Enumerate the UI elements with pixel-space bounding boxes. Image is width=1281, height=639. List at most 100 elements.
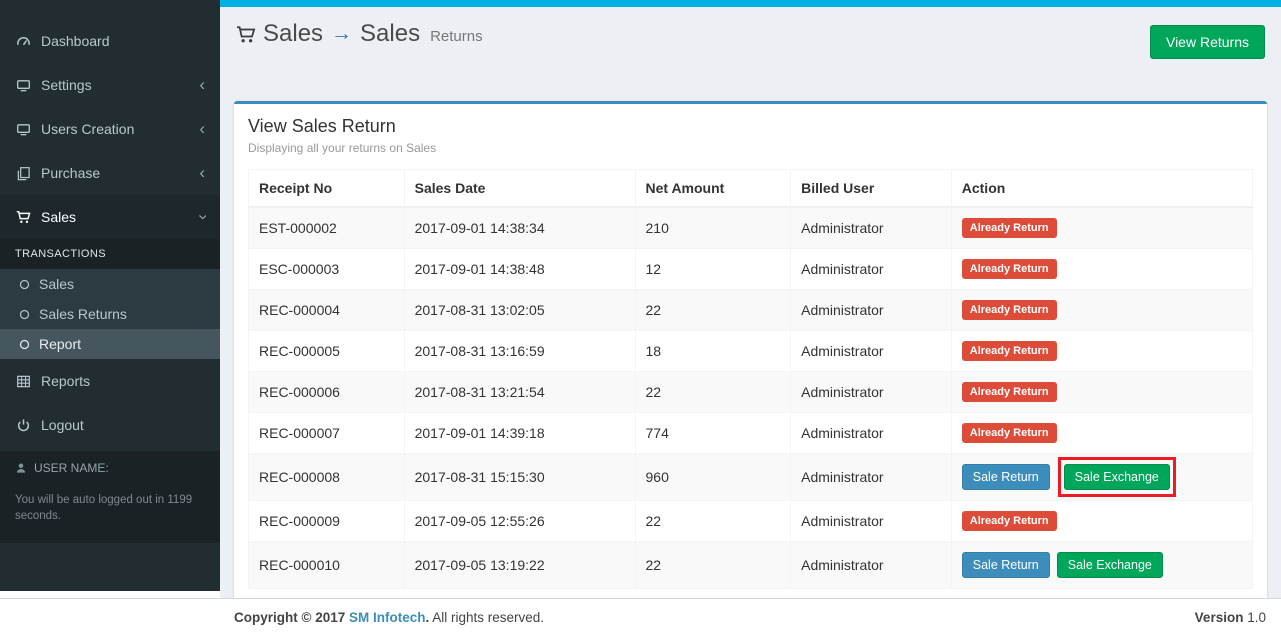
copyright-text: Copyright © 2017 SM Infotech. All rights…	[234, 610, 1266, 625]
view-returns-button[interactable]: View Returns	[1149, 25, 1265, 59]
sales-date-cell: 2017-08-31 13:16:59	[403, 330, 636, 372]
sale-exchange-button[interactable]: Sale Exchange	[1056, 552, 1163, 578]
column-header-sales-date: Sales Date	[403, 169, 636, 208]
billed-user-cell: Administrator	[790, 453, 952, 501]
submenu-item-sales-returns[interactable]: Sales Returns	[0, 299, 220, 329]
action-cell: Already Return	[950, 248, 1254, 290]
billed-user-cell: Administrator	[790, 248, 952, 290]
action-cell: Already Return	[950, 206, 1254, 249]
monitor-icon	[15, 122, 31, 137]
sales-date-cell: 2017-08-31 13:02:05	[403, 289, 636, 331]
version-text: Version 1.0	[1195, 610, 1266, 625]
user-icon	[15, 462, 27, 474]
action-cell: Already Return	[950, 371, 1254, 413]
submenu-item-sales[interactable]: Sales	[0, 269, 220, 299]
receipt-no-cell: REC-000007	[248, 412, 405, 454]
already-return-badge: Already Return	[961, 382, 1057, 402]
billed-user-cell: Administrator	[790, 330, 952, 372]
net-amount-cell: 22	[634, 500, 792, 542]
user-name-row: USER NAME:	[15, 461, 205, 475]
circle-icon	[18, 279, 31, 290]
company-link[interactable]: SM Infotech	[349, 610, 426, 625]
column-header-action: Action	[950, 169, 1254, 208]
table-row: REC-000007 2017-09-01 14:39:18 774 Administ…	[248, 412, 1254, 454]
sidebar-item-settings[interactable]: Settings ‹	[0, 63, 220, 107]
table-row: REC-000005 2017-08-31 13:16:59 18 Administr…	[248, 330, 1254, 372]
already-return-badge: Already Return	[961, 218, 1057, 238]
sidebar-item-label: Purchase	[41, 165, 101, 181]
billed-user-cell: Administrator	[790, 412, 952, 454]
column-header-receipt-no: Receipt No	[248, 169, 405, 208]
main-content: Sales → Sales Returns View Returns View …	[220, 0, 1281, 603]
sidebar-item-dashboard[interactable]: Dashboard	[0, 19, 220, 63]
receipt-no-cell: REC-000009	[248, 500, 405, 542]
sidebar-item-label: Settings	[41, 77, 92, 93]
already-return-badge: Already Return	[961, 300, 1057, 320]
table-icon	[15, 374, 31, 389]
receipt-no-cell: REC-000004	[248, 289, 405, 331]
monitor-icon	[15, 78, 31, 93]
column-header-billed-user: Billed User	[790, 169, 952, 208]
action-cell: Already Return	[950, 412, 1254, 454]
cart-icon	[236, 25, 256, 45]
user-panel: USER NAME: You will be auto logged out i…	[0, 451, 220, 543]
sidebar-item-sales[interactable]: Sales ‹	[0, 195, 220, 239]
submenu-item-label: Sales	[39, 276, 75, 292]
sidebar-item-logout[interactable]: Logout	[0, 403, 220, 447]
sidebar-item-label: Reports	[41, 373, 91, 389]
submenu-item-report[interactable]: Report	[0, 329, 220, 359]
sidebar-item-label: Dashboard	[41, 33, 110, 49]
sale-return-button[interactable]: Sale Return	[961, 464, 1050, 490]
sidebar-item-label: Logout	[41, 417, 84, 433]
table-row: REC-000010 2017-09-05 13:19:22 22 Administr…	[248, 541, 1254, 589]
chevron-left-icon: ‹	[199, 75, 205, 94]
action-cell: Already Return	[950, 330, 1254, 372]
billed-user-cell: Administrator	[790, 289, 952, 331]
sidebar-item-reports[interactable]: Reports	[0, 359, 220, 403]
sidebar-menu: Dashboard Settings ‹ Users Creation ‹ Pu…	[0, 0, 220, 543]
table-row: ESC-000003 2017-09-01 14:38:48 12 Administr…	[248, 248, 1254, 290]
page-title-primary: Sales	[263, 20, 324, 47]
receipt-no-cell: EST-000002	[248, 206, 405, 249]
receipt-no-cell: REC-000006	[248, 371, 405, 413]
net-amount-cell: 18	[634, 330, 792, 372]
top-accent-bar	[220, 0, 1281, 7]
sale-exchange-button-annotated[interactable]: Sale Exchange	[1057, 457, 1176, 497]
action-cell: Already Return	[950, 500, 1254, 542]
table-row: REC-000004 2017-08-31 13:02:05 22 Administr…	[248, 289, 1254, 331]
already-return-badge: Already Return	[961, 423, 1057, 443]
footer: Version 1.0 Copyright © 2017 SM Infotech…	[0, 598, 1281, 639]
copy-icon	[15, 166, 31, 181]
sales-date-cell: 2017-08-31 15:15:30	[403, 453, 636, 501]
net-amount-cell: 12	[634, 248, 792, 290]
column-header-net-amount: Net Amount	[634, 169, 792, 208]
sales-date-cell: 2017-09-01 14:38:34	[403, 206, 636, 249]
table-row: REC-000006 2017-08-31 13:21:54 22 Administr…	[248, 371, 1254, 413]
sidebar-item-users-creation[interactable]: Users Creation ‹	[0, 107, 220, 151]
receipt-no-cell: ESC-000003	[248, 248, 405, 290]
power-icon	[15, 418, 31, 433]
sidebar-item-label: Sales	[41, 209, 77, 225]
sidebar-item-purchase[interactable]: Purchase ‹	[0, 151, 220, 195]
content-body: View Sales Return Displaying all your re…	[220, 59, 1281, 617]
sales-return-panel: View Sales Return Displaying all your re…	[234, 101, 1267, 603]
sale-return-button[interactable]: Sale Return	[961, 552, 1050, 578]
net-amount-cell: 22	[634, 541, 792, 589]
submenu-item-label: Sales Returns	[39, 306, 127, 322]
billed-user-cell: Administrator	[790, 206, 952, 249]
sales-date-cell: 2017-08-31 13:21:54	[403, 371, 636, 413]
user-name-label: USER NAME:	[34, 461, 109, 475]
net-amount-cell: 774	[634, 412, 792, 454]
net-amount-cell: 22	[634, 289, 792, 331]
page-subtitle: Returns	[430, 28, 483, 45]
net-amount-cell: 210	[634, 206, 792, 249]
billed-user-cell: Administrator	[790, 371, 952, 413]
sidebar: Dashboard Settings ‹ Users Creation ‹ Pu…	[0, 0, 220, 591]
page-title-secondary: Sales	[360, 20, 421, 47]
table-row: EST-000002 2017-09-01 14:38:34 210 Administ…	[248, 206, 1254, 249]
copyright-period: .	[425, 610, 430, 625]
sales-date-cell: 2017-09-01 14:39:18	[403, 412, 636, 454]
chevron-left-icon: ‹	[199, 163, 205, 182]
panel-subtitle: Displaying all your returns on Sales	[248, 141, 437, 155]
sidebar-item-label: Users Creation	[41, 121, 135, 137]
